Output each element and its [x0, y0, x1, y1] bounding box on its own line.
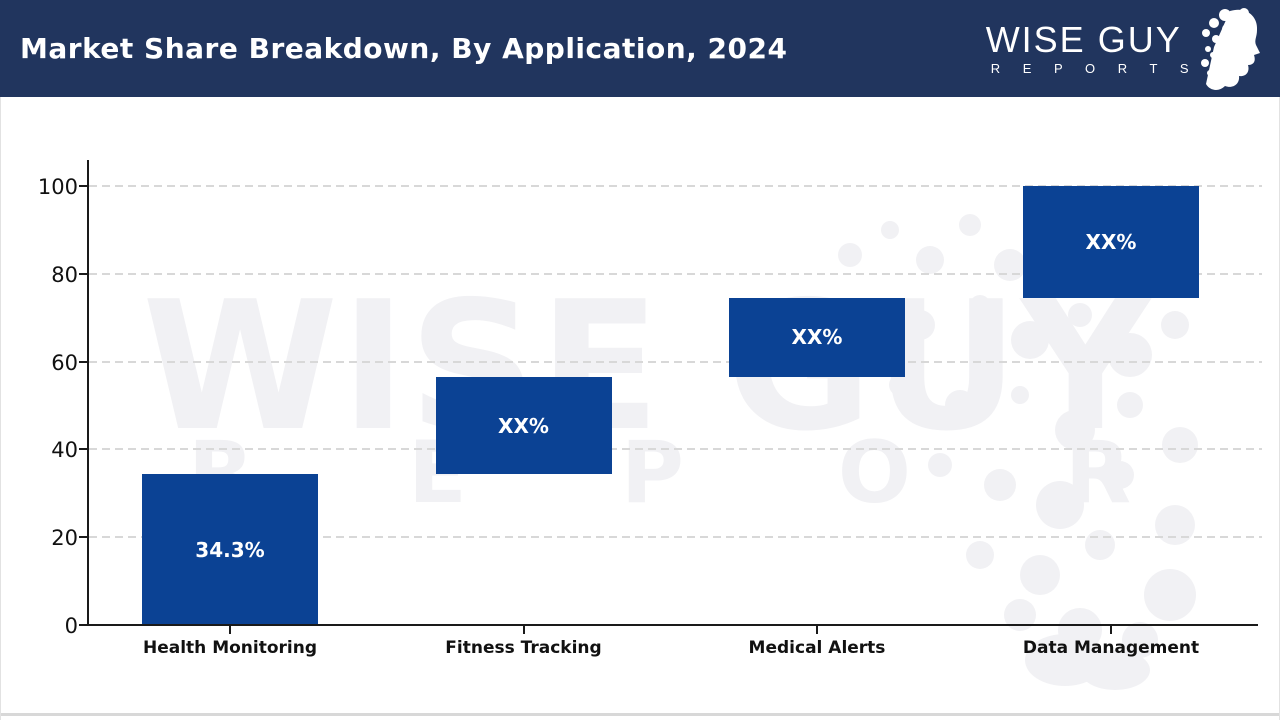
gridline [89, 185, 1262, 187]
y-tick-label: 60 [51, 350, 78, 375]
logo-subtitle: R E P O R T S [990, 60, 1198, 76]
y-tick-mark [79, 185, 88, 187]
gridline [89, 536, 1262, 539]
bar: XX% [729, 297, 905, 377]
wiseguy-head-icon [1201, 7, 1260, 90]
chart-header: Market Share Breakdown, By Application, … [0, 0, 1280, 97]
bottom-border [0, 713, 1280, 716]
x-axis-line [87, 624, 1258, 626]
y-tick-label: 100 [37, 175, 78, 199]
y-tick-mark [79, 448, 88, 451]
x-tick-mark [816, 626, 818, 634]
gridline [89, 448, 1262, 451]
bar: 34.3% [142, 474, 318, 625]
x-tick-mark [1110, 626, 1112, 634]
logo-wordmark: WISE GUY [985, 18, 1182, 60]
bar: XX% [435, 376, 612, 475]
bar-value-label: XX% [1085, 229, 1137, 254]
wiseguy-logo-text: WISE GUY R E P O R T S [985, 18, 1198, 76]
bar-value-label: 34.3% [195, 537, 265, 562]
x-category-label: Fitness Tracking [445, 638, 602, 658]
left-border [0, 97, 1, 720]
bar-value-label: XX% [791, 325, 843, 350]
y-tick-mark [79, 272, 88, 275]
gridline [89, 360, 1262, 363]
x-category-label: Data Management [1022, 638, 1200, 658]
page-title: Market Share Breakdown, By Application, … [20, 32, 788, 65]
x-tick-mark [229, 626, 231, 634]
bar: XX% [1023, 186, 1199, 298]
y-tick-label: 80 [51, 262, 78, 287]
y-tick-label: 20 [51, 526, 78, 551]
y-tick-label: 0 [64, 614, 78, 638]
y-tick-label: 40 [51, 438, 78, 463]
x-category-label: Medical Alerts [748, 638, 886, 658]
plot-area: 0 20 40 60 80 100 34.3% Health Monitoring XX% Fit… [0, 97, 1280, 720]
y-tick-mark [79, 624, 88, 626]
gridline [89, 272, 1262, 275]
y-axis-line [87, 160, 89, 626]
bar-value-label: XX% [498, 413, 549, 438]
x-category-label: Health Monitoring [142, 638, 318, 658]
y-tick-mark [79, 536, 88, 539]
wiseguy-logo: WISE GUY R E P O R T S [986, 5, 1266, 93]
watermark-subtitle: R E P O R T S [188, 423, 1280, 523]
x-tick-mark [522, 626, 525, 634]
y-tick-mark [79, 360, 88, 363]
